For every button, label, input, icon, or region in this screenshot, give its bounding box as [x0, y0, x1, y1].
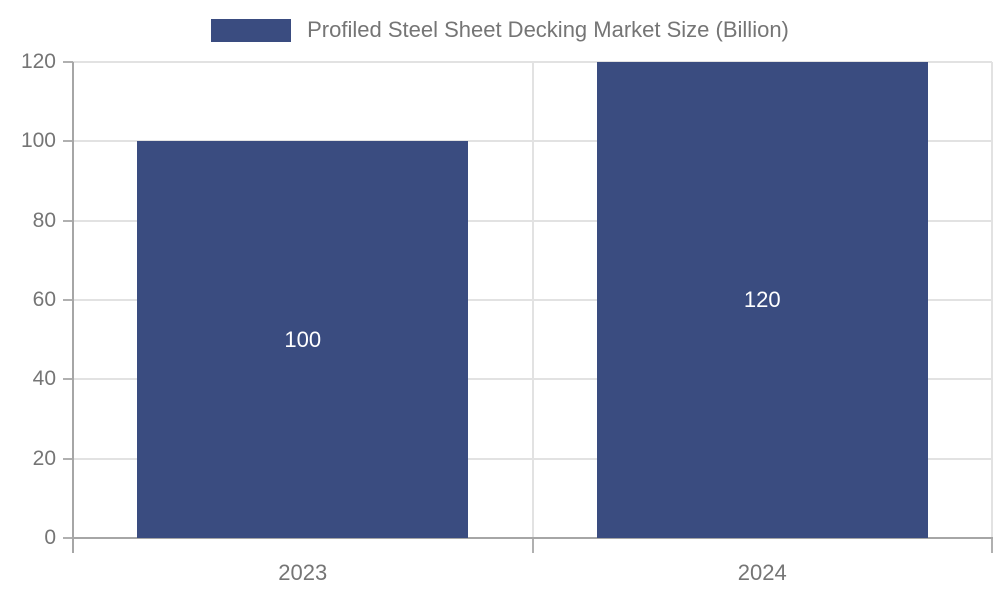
x-tick-mark — [991, 538, 993, 553]
y-tick-label: 20 — [32, 446, 56, 470]
y-axis-line — [72, 62, 74, 540]
y-tick-mark — [63, 299, 73, 301]
y-tick-mark — [63, 140, 73, 143]
y-tick-label: 80 — [32, 208, 56, 232]
legend-label: Profiled Steel Sheet Decking Market Size… — [307, 17, 789, 42]
y-tick-label: 40 — [32, 367, 56, 391]
x-tick-label: 2023 — [278, 560, 328, 585]
bar-value-label: 120 — [743, 287, 781, 312]
y-tick-mark — [63, 61, 73, 63]
x-gridline — [531, 62, 534, 538]
y-tick-label: 100 — [20, 129, 56, 153]
bar-value-label: 100 — [284, 326, 322, 352]
x-tick-mark — [72, 538, 74, 553]
x-tick-mark — [531, 538, 534, 553]
x-gridline — [991, 62, 993, 538]
y-tick-mark — [63, 219, 73, 222]
y-tick-label: 120 — [20, 50, 56, 73]
y-tick-mark — [63, 378, 73, 381]
bar[interactable]: 120 — [596, 62, 928, 538]
x-tick-label: 2024 — [737, 560, 787, 585]
y-tick-mark — [63, 537, 73, 539]
y-tick-label: 0 — [44, 526, 56, 549]
y-tick-mark — [63, 457, 73, 460]
x-axis-line — [72, 537, 993, 539]
legend[interactable]: Profiled Steel Sheet Decking Market Size… — [0, 14, 1000, 46]
y-tick-label: 60 — [32, 288, 56, 311]
bar[interactable]: 100 — [137, 141, 469, 538]
legend-swatch — [211, 18, 292, 42]
